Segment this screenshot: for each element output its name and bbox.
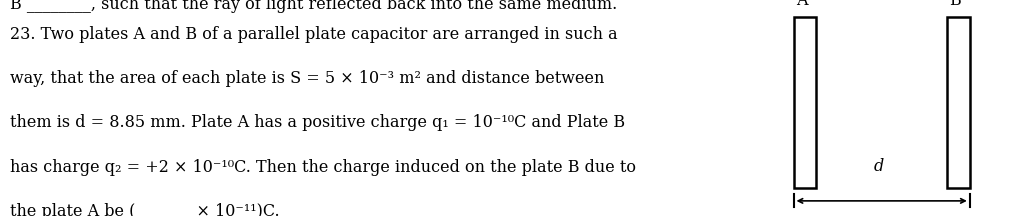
Text: A: A xyxy=(796,0,808,9)
Text: B: B xyxy=(949,0,962,9)
Bar xyxy=(794,17,816,188)
Bar xyxy=(947,17,970,188)
Text: d: d xyxy=(873,158,884,175)
Text: way, that the area of each plate is S = 5 × 10⁻³ m² and distance between: way, that the area of each plate is S = … xyxy=(10,70,604,87)
Text: has charge q₂ = +2 × 10⁻¹⁰C. Then the charge induced on the plate B due to: has charge q₂ = +2 × 10⁻¹⁰C. Then the ch… xyxy=(10,159,636,176)
Text: them is d = 8.85 mm. Plate A has a positive charge q₁ = 10⁻¹⁰C and Plate B: them is d = 8.85 mm. Plate A has a posit… xyxy=(10,114,626,132)
Text: the plate A be (_______ × 10⁻¹¹)C.: the plate A be (_______ × 10⁻¹¹)C. xyxy=(10,203,280,216)
Text: B ________, such that the ray of light reflected back into the same medium.: B ________, such that the ray of light r… xyxy=(10,0,617,13)
Text: 23. Two plates A and B of a parallel plate capacitor are arranged in such a: 23. Two plates A and B of a parallel pla… xyxy=(10,26,617,43)
